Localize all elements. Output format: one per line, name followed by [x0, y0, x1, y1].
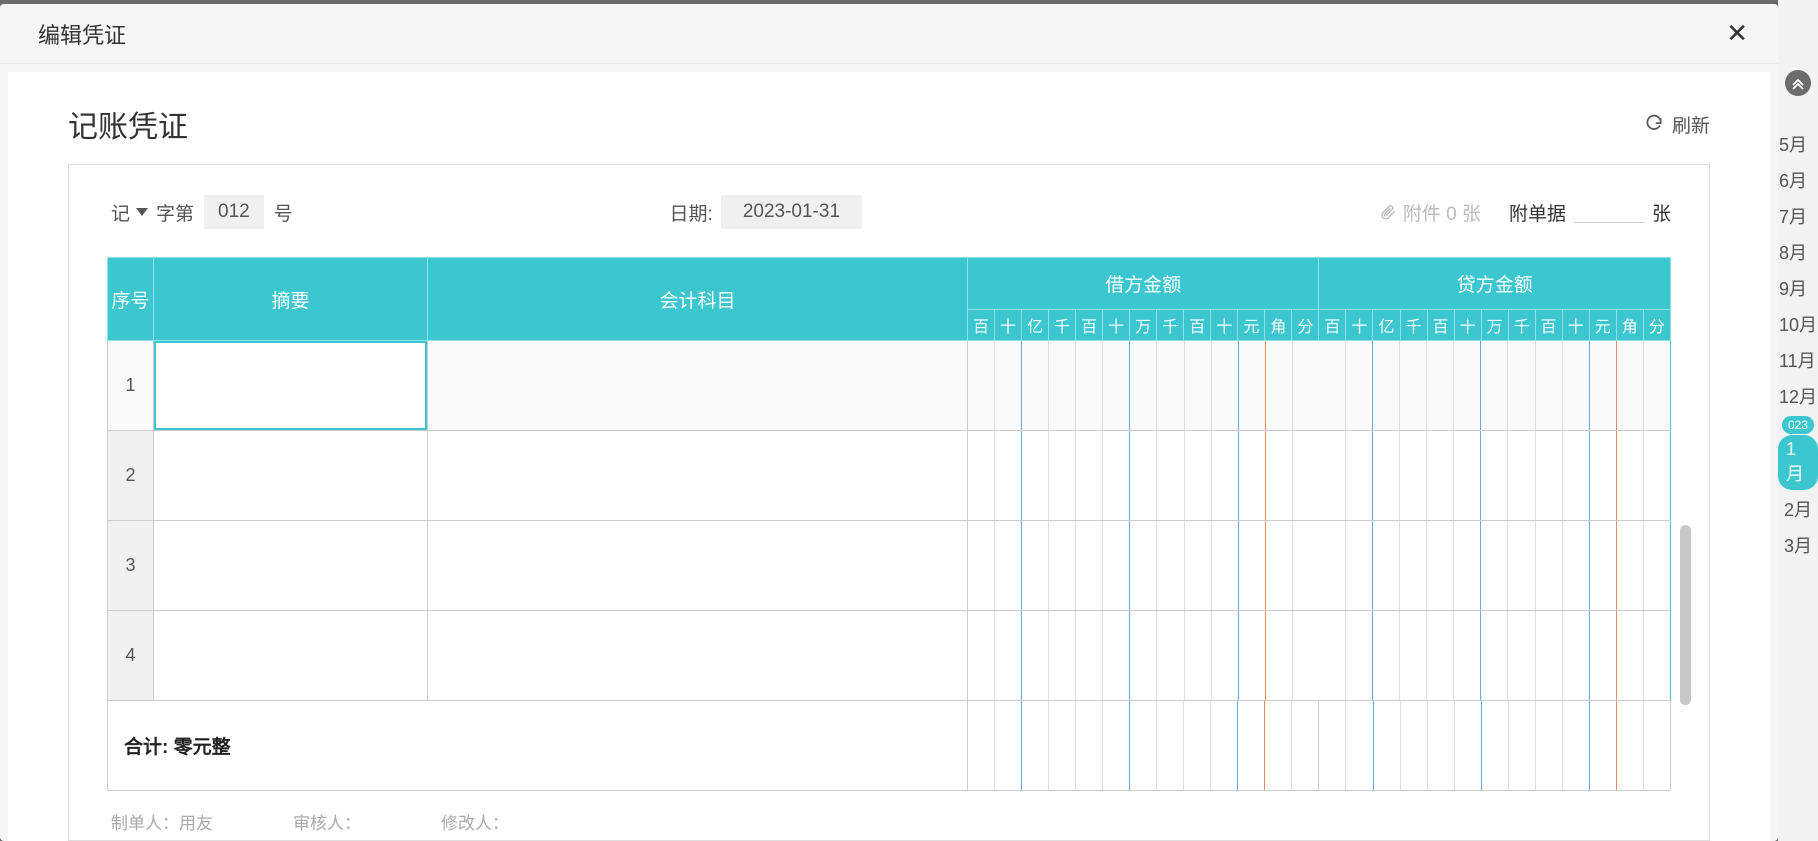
digit-col-header: 万: [1481, 310, 1508, 341]
table-row[interactable]: 1: [108, 341, 1671, 431]
table-row[interactable]: 3: [108, 521, 1671, 611]
digit-col-header: 百: [1184, 310, 1211, 341]
voucher-table: 序号 摘要 会计科目 借方金额 贷方金额 百十亿千百十万千百十元角分百十亿千百十…: [107, 257, 1671, 791]
digit-col-header: 十: [1454, 310, 1481, 341]
sidebar-month-item[interactable]: 12月: [1779, 378, 1817, 414]
row-seq: 2: [108, 431, 154, 521]
signers-row: 制单人：用友 审核人： 修改人：: [107, 791, 1671, 841]
total-cell: 合计: 零元整: [108, 701, 968, 791]
table-row[interactable]: 2: [108, 431, 1671, 521]
digit-col-header: 百: [1319, 310, 1346, 341]
digit-col-header: 分: [1643, 310, 1670, 341]
table-row[interactable]: 4: [108, 611, 1671, 701]
digit-col-header: 角: [1616, 310, 1643, 341]
summary-cell[interactable]: [154, 521, 428, 611]
close-icon[interactable]: ✕: [1726, 18, 1748, 49]
account-cell[interactable]: [428, 341, 968, 431]
sidebar-month-item[interactable]: 10月: [1779, 306, 1817, 342]
reviewer-label: 审核人：: [293, 809, 361, 834]
attachment-link[interactable]: 附件 0 张: [1379, 199, 1481, 226]
col-summary: 摘要: [154, 258, 428, 341]
account-cell[interactable]: [428, 611, 968, 701]
voucher-content: 记 字第 012 号 日期: 2023-01-31 附件 0 张: [68, 164, 1710, 841]
digit-col-header: 百: [1535, 310, 1562, 341]
row-seq: 4: [108, 611, 154, 701]
digit-col-header: 百: [1427, 310, 1454, 341]
month-sidebar: 5月6月7月8月9月10月11月12月 023 1月 2月3月: [1778, 0, 1818, 841]
digit-col-header: 千: [1400, 310, 1427, 341]
attachment-icon: [1379, 203, 1397, 221]
credit-amount-cell[interactable]: [1319, 341, 1671, 431]
sidebar-month-item[interactable]: 9月: [1779, 270, 1817, 306]
chevron-down-icon: [136, 208, 148, 216]
digit-col-header: 千: [1508, 310, 1535, 341]
col-credit: 贷方金额: [1319, 258, 1671, 310]
col-seq: 序号: [108, 258, 154, 341]
voucher-type-select[interactable]: 记: [107, 197, 152, 228]
modal-title: 编辑凭证: [38, 18, 126, 50]
modal-header: 编辑凭证 ✕: [0, 4, 1778, 64]
digit-col-header: 十: [1211, 310, 1238, 341]
digit-col-header: 千: [1157, 310, 1184, 341]
receipt-unit: 张: [1652, 199, 1671, 226]
sidebar-month-active[interactable]: 1月: [1778, 435, 1818, 490]
digit-col-header: 十: [1562, 310, 1589, 341]
total-debit-cell: [968, 701, 1319, 791]
sidebar-month-item[interactable]: 11月: [1779, 342, 1817, 378]
refresh-button[interactable]: 刷新: [1644, 111, 1710, 138]
zidi-label: 字第: [156, 199, 194, 226]
sidebar-month-item[interactable]: 3月: [1784, 527, 1812, 563]
credit-amount-cell[interactable]: [1319, 611, 1671, 701]
summary-cell[interactable]: [154, 431, 428, 521]
digit-col-header: 千: [1049, 310, 1076, 341]
digit-col-header: 万: [1130, 310, 1157, 341]
digit-col-header: 亿: [1022, 310, 1049, 341]
sidebar-month-item[interactable]: 6月: [1779, 162, 1817, 198]
digit-col-header: 百: [968, 310, 995, 341]
digit-col-header: 元: [1589, 310, 1616, 341]
scrollbar-thumb[interactable]: [1680, 525, 1691, 705]
sidebar-year-badge: 023: [1782, 416, 1814, 434]
summary-cell[interactable]: [154, 611, 428, 701]
digit-col-header: 分: [1292, 310, 1319, 341]
refresh-icon: [1644, 114, 1664, 134]
sidebar-month-item[interactable]: 5月: [1779, 126, 1817, 162]
modal-body: 记账凭证 刷新 记 字第 012 号: [8, 72, 1770, 841]
debit-amount-cell[interactable]: [968, 341, 1319, 431]
row-seq: 1: [108, 341, 154, 431]
preparer-label: 制单人：用友: [111, 809, 213, 834]
edit-voucher-modal: 编辑凭证 ✕ 记账凭证 刷新 记 字第 012 号: [0, 4, 1778, 841]
sidebar-month-item[interactable]: 7月: [1779, 198, 1817, 234]
debit-amount-cell[interactable]: [968, 521, 1319, 611]
digit-col-header: 角: [1265, 310, 1292, 341]
modifier-label: 修改人：: [441, 809, 509, 834]
digit-col-header: 十: [1346, 310, 1373, 341]
sidebar-month-item[interactable]: 2月: [1784, 491, 1812, 527]
col-account: 会计科目: [428, 258, 968, 341]
digit-col-header: 百: [1076, 310, 1103, 341]
credit-amount-cell[interactable]: [1319, 431, 1671, 521]
digit-col-header: 十: [995, 310, 1022, 341]
digit-col-header: 元: [1238, 310, 1265, 341]
account-cell[interactable]: [428, 521, 968, 611]
digit-col-header: 亿: [1373, 310, 1400, 341]
digit-col-header: 十: [1103, 310, 1130, 341]
col-debit: 借方金额: [968, 258, 1319, 310]
voucher-heading: 记账凭证: [68, 102, 188, 146]
summary-cell[interactable]: [154, 341, 428, 431]
date-label: 日期:: [670, 199, 713, 226]
date-input[interactable]: 2023-01-31: [721, 195, 862, 229]
row-seq: 3: [108, 521, 154, 611]
sidebar-month-item[interactable]: 8月: [1779, 234, 1817, 270]
voucher-number-input[interactable]: 012: [204, 195, 264, 229]
receipt-count-input[interactable]: [1574, 201, 1644, 223]
receipt-label: 附单据: [1509, 199, 1566, 226]
debit-amount-cell[interactable]: [968, 431, 1319, 521]
scroll-top-icon[interactable]: [1785, 70, 1811, 96]
account-cell[interactable]: [428, 431, 968, 521]
total-credit-cell: [1319, 701, 1671, 791]
debit-amount-cell[interactable]: [968, 611, 1319, 701]
hao-label: 号: [274, 199, 293, 226]
credit-amount-cell[interactable]: [1319, 521, 1671, 611]
